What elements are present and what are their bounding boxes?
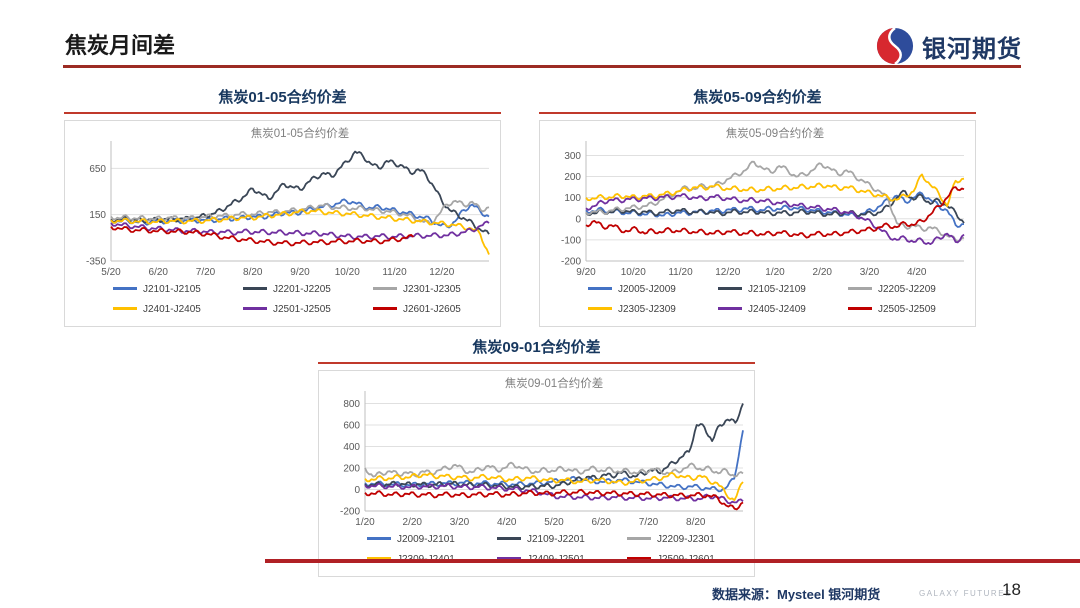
chart-card-09-01: 焦炭09-01合约价差 800 600 400 200 0 -200 1/20 2/20 3/20… (318, 370, 755, 577)
panel-title-01-05: 焦炭01-05合约价差 (64, 86, 501, 114)
svg-text:J2305-J2309: J2305-J2309 (618, 304, 676, 315)
svg-text:4/20: 4/20 (907, 267, 927, 278)
panel-title-05-09: 焦炭05-09合约价差 (539, 86, 976, 114)
svg-text:J2405-J2409: J2405-J2409 (748, 304, 806, 315)
svg-text:-200: -200 (340, 507, 360, 518)
svg-text:J2401-J2405: J2401-J2405 (143, 304, 201, 315)
svg-text:J2201-J2205: J2201-J2205 (273, 284, 331, 295)
svg-text:10/20: 10/20 (335, 267, 360, 278)
galaxy-logo-icon (876, 27, 914, 65)
svg-text:J2105-J2109: J2105-J2109 (748, 284, 806, 295)
panel-coke-01-05-spread: 焦炭01-05合约价差 焦炭01-05合约价差 650 150 -350 5/20 6/2… (64, 86, 501, 327)
svg-text:650: 650 (89, 164, 106, 175)
panel-title-09-01: 焦炭09-01合约价差 (318, 336, 755, 364)
chart-card-05-09: 焦炭05-09合约价差 300 200 100 0 -100 -200 9/20 10/20 11… (539, 120, 976, 327)
title-underline-decoration (63, 65, 1021, 68)
svg-text:5/20: 5/20 (544, 517, 564, 528)
svg-text:焦炭09-01合约价差: 焦炭09-01合约价差 (505, 376, 603, 390)
svg-text:J2505-J2509: J2505-J2509 (878, 304, 936, 315)
svg-text:12/20: 12/20 (715, 267, 740, 278)
svg-text:7/20: 7/20 (196, 267, 216, 278)
page-title: 焦炭月间差 (65, 33, 176, 58)
svg-text:0: 0 (575, 214, 581, 225)
svg-text:2/20: 2/20 (813, 267, 833, 278)
svg-text:2/20: 2/20 (403, 517, 423, 528)
data-source-label: 数据来源：Mysteel 银河期货 (712, 587, 881, 602)
svg-text:9/20: 9/20 (290, 267, 310, 278)
svg-text:400: 400 (343, 442, 360, 453)
svg-text:J2205-J2209: J2205-J2209 (878, 284, 936, 295)
brand-watermark: GALAXY FUTURES (919, 589, 1012, 598)
svg-text:3/20: 3/20 (450, 517, 470, 528)
svg-text:4/20: 4/20 (497, 517, 517, 528)
svg-text:1/20: 1/20 (355, 517, 375, 528)
svg-text:8/20: 8/20 (686, 517, 706, 528)
svg-text:0: 0 (354, 485, 360, 496)
svg-text:焦炭01-05合约价差: 焦炭01-05合约价差 (251, 126, 349, 140)
svg-text:11/20: 11/20 (668, 267, 693, 278)
svg-text:5/20: 5/20 (101, 267, 121, 278)
svg-text:7/20: 7/20 (639, 517, 659, 528)
svg-text:-200: -200 (561, 257, 581, 268)
svg-text:11/20: 11/20 (382, 267, 407, 278)
svg-text:3/20: 3/20 (860, 267, 880, 278)
svg-text:1/20: 1/20 (765, 267, 785, 278)
svg-text:J2109-J2201: J2109-J2201 (527, 534, 585, 545)
logo-text: 银河期货 (922, 35, 1022, 63)
svg-text:9/20: 9/20 (576, 267, 596, 278)
panel-coke-09-01-spread: 焦炭09-01合约价差 焦炭09-01合约价差 800 600 400 200 0 -200… (318, 336, 755, 577)
svg-text:-100: -100 (561, 235, 581, 246)
svg-text:6/20: 6/20 (592, 517, 612, 528)
svg-text:200: 200 (343, 463, 360, 474)
svg-text:J2101-J2105: J2101-J2105 (143, 284, 201, 295)
svg-text:800: 800 (343, 399, 360, 410)
svg-text:J2601-J2605: J2601-J2605 (403, 304, 461, 315)
svg-text:100: 100 (564, 193, 581, 204)
page-number: 18 (1002, 580, 1021, 599)
svg-text:300: 300 (564, 151, 581, 162)
svg-text:10/20: 10/20 (621, 267, 646, 278)
svg-text:J2501-J2505: J2501-J2505 (273, 304, 331, 315)
svg-text:J2005-J2009: J2005-J2009 (618, 284, 676, 295)
panel-coke-05-09-spread: 焦炭05-09合约价差 焦炭05-09合约价差 300 200 100 0 -100 -20… (539, 86, 976, 327)
svg-text:6/20: 6/20 (149, 267, 169, 278)
chart-card-01-05: 焦炭01-05合约价差 650 150 -350 5/20 6/20 7/20 8/20 9/2… (64, 120, 501, 327)
svg-text:J2009-J2101: J2009-J2101 (397, 534, 455, 545)
galaxy-futures-logo: 银河期货 (876, 27, 1022, 65)
footer-divider (265, 559, 1080, 563)
svg-text:J2209-J2301: J2209-J2301 (657, 534, 715, 545)
chart-coke-05-09-spread: 焦炭05-09合约价差 300 200 100 0 -100 -2009/20 10/20 11… (561, 126, 965, 315)
svg-text:200: 200 (564, 172, 581, 183)
svg-text:12/20: 12/20 (429, 267, 454, 278)
svg-text:8/20: 8/20 (243, 267, 263, 278)
svg-text:150: 150 (89, 210, 106, 221)
svg-text:焦炭05-09合约价差: 焦炭05-09合约价差 (726, 126, 824, 140)
svg-text:-350: -350 (86, 257, 106, 268)
svg-text:J2301-J2305: J2301-J2305 (403, 284, 461, 295)
svg-text:600: 600 (343, 420, 360, 431)
